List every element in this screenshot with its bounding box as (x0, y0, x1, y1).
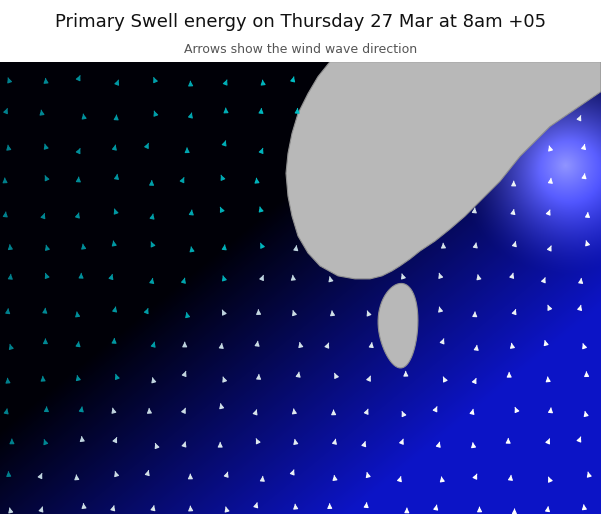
Polygon shape (286, 62, 601, 279)
Text: Arrows show the wind wave direction: Arrows show the wind wave direction (184, 43, 417, 56)
Polygon shape (378, 283, 418, 368)
Text: Primary Swell energy on Thursday 27 Mar at 8am +05: Primary Swell energy on Thursday 27 Mar … (55, 12, 546, 31)
